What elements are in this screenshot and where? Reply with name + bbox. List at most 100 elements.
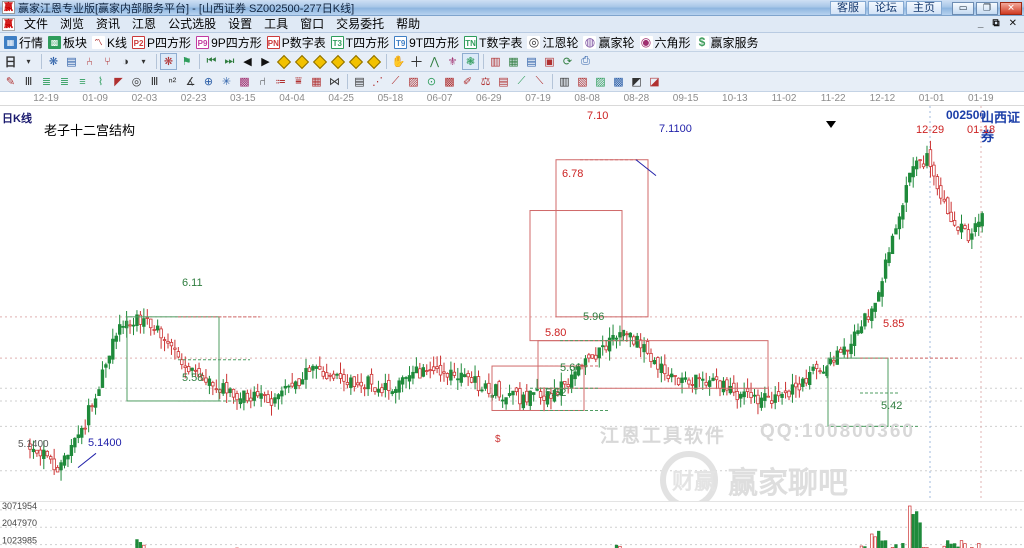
indicator-multi-icon[interactable]: ⑂ xyxy=(104,55,111,68)
calendar-icon[interactable]: ▥ xyxy=(490,56,501,68)
period-day-button[interactable]: 日 xyxy=(4,55,17,69)
toolbar-button-kline[interactable]: 〽 K线 xyxy=(90,33,130,51)
toolbar-button-sectors[interactable]: ▩ 板块 xyxy=(46,33,90,51)
gold-bar-icon[interactable]: ▤ xyxy=(498,76,509,88)
toolbar-button-9t-square[interactable]: T9 9T四方形 xyxy=(392,33,462,51)
refresh-icon[interactable]: ⟳ xyxy=(562,56,573,68)
toolbar-button-t-number-table[interactable]: TN T数字表 xyxy=(462,33,525,51)
mdi-restore-button[interactable]: ⧉ xyxy=(992,18,1000,29)
tool-extra-3-icon[interactable]: ▨ xyxy=(595,76,606,88)
hand-pan-icon[interactable]: ✋ xyxy=(391,56,406,68)
box-tool-icon[interactable]: ▩ xyxy=(239,76,250,88)
next-icon[interactable]: ▶ xyxy=(261,56,270,68)
parallel-lines-icon[interactable]: Ⅲ xyxy=(24,76,33,88)
indicator-add-icon[interactable]: ⑃ xyxy=(86,55,93,68)
menu-item-file[interactable]: 文件 xyxy=(24,17,49,31)
toolbar-button-gann-wheel[interactable]: ◎ 江恩轮 xyxy=(525,33,581,51)
menu-item-settings[interactable]: 设置 xyxy=(228,17,253,31)
notes-icon[interactable]: ▤ xyxy=(526,56,537,68)
menu-item-gann[interactable]: 江恩 xyxy=(132,17,157,31)
tool-extra-5-icon[interactable]: ◩ xyxy=(631,76,642,88)
toolbar-button-p-number-table[interactable]: PN P数字表 xyxy=(265,33,329,51)
level-icon[interactable]: ▨ xyxy=(408,76,419,88)
grid-tool-icon[interactable]: ▦ xyxy=(311,76,322,88)
first-page-icon[interactable]: ⏮ xyxy=(206,55,217,67)
mdi-minimize-button[interactable]: _ xyxy=(977,18,984,29)
diamond-1-icon[interactable] xyxy=(275,53,292,70)
menu-item-news[interactable]: 资讯 xyxy=(96,17,121,31)
star-icon[interactable]: ✳ xyxy=(221,76,232,88)
diamond-2-icon[interactable] xyxy=(293,53,310,70)
period-dropdown-icon[interactable]: ▾ xyxy=(26,57,31,66)
gann-fan-icon[interactable]: ≣ xyxy=(41,76,52,88)
diamond-4-icon[interactable] xyxy=(329,53,346,70)
print-icon[interactable]: ⎙ xyxy=(581,55,590,67)
menu-item-formula[interactable]: 公式选股 xyxy=(168,17,217,31)
minimize-button[interactable]: ▭ xyxy=(952,1,974,15)
volume-chart-canvas[interactable]: 3071954 2047970 1023985 xyxy=(0,501,1024,548)
tool-extra-6-icon[interactable]: ◪ xyxy=(649,76,660,88)
toolbar-button-9p-square[interactable]: P9 9P四方形 xyxy=(194,33,265,51)
menu-item-trade[interactable]: 交易委托 xyxy=(336,17,385,31)
toolbar-button-quotes[interactable]: ▦ 行情 xyxy=(2,33,46,51)
kline-chart-canvas[interactable]: 日K线 老子十二宫结构 002500 山西证券 $ 江恩工具软件 QQ:1008… xyxy=(0,106,1024,501)
balance-icon[interactable]: ⚖ xyxy=(480,76,491,88)
tool-extra-1-icon[interactable]: ▥ xyxy=(559,76,570,88)
pen-red-icon[interactable]: ✐ xyxy=(462,76,473,88)
slope-down-icon[interactable]: ⟍ xyxy=(535,75,544,87)
diamond-5-icon[interactable] xyxy=(347,53,364,70)
polyline-icon[interactable]: ⋀ xyxy=(429,56,440,68)
toolbar-button-hexagon[interactable]: ◉ 六角形 xyxy=(638,33,694,51)
gann-grid-icon[interactable]: ≣ xyxy=(59,76,70,88)
mdi-close-button[interactable]: ✕ xyxy=(1008,18,1017,29)
percent-retrace-icon[interactable]: ≡ xyxy=(79,75,86,88)
pen-tool-icon[interactable]: ✎ xyxy=(5,76,16,88)
menu-item-window[interactable]: 窗口 xyxy=(300,17,325,31)
target-icon[interactable]: ⊕ xyxy=(203,76,214,88)
square-root-icon[interactable]: ⁿ² xyxy=(168,75,177,88)
cycle-icon[interactable]: ⌇ xyxy=(97,76,104,88)
diamond-6-icon[interactable] xyxy=(365,53,382,70)
tool-extra-4-icon[interactable]: ▩ xyxy=(613,76,624,88)
flag-icon[interactable]: ⚑ xyxy=(181,56,192,68)
close-button[interactable]: ✕ xyxy=(1000,1,1022,15)
brain-icon[interactable]: ❃ xyxy=(462,53,479,70)
fan-icon[interactable]: ⚜ xyxy=(447,56,458,68)
menu-item-help[interactable]: 帮助 xyxy=(396,17,421,31)
forum-link[interactable]: 论坛 xyxy=(868,1,904,15)
toolbar-button-p-square[interactable]: P2 P四方形 xyxy=(130,33,194,51)
fib-fan-icon[interactable]: ⩸ xyxy=(295,75,302,87)
zigzag-icon[interactable]: ⋈ xyxy=(329,76,340,88)
fan-red-icon[interactable]: ⋰ xyxy=(372,76,383,88)
prev-icon[interactable]: ◀ xyxy=(243,56,252,68)
maximize-button[interactable]: ❐ xyxy=(976,1,998,15)
tool-extra-2-icon[interactable]: ▧ xyxy=(577,76,588,88)
slope-up-icon[interactable]: ⟋ xyxy=(517,75,526,87)
channel-icon[interactable]: ⩴ xyxy=(275,75,286,87)
gold-circle-icon[interactable]: ⊙ xyxy=(426,76,437,88)
percent-tool-icon[interactable]: ⟋ xyxy=(391,75,400,87)
homepage-link[interactable]: 主页 xyxy=(906,1,942,15)
last-page-icon[interactable]: ⏭ xyxy=(224,55,235,67)
calculator-icon[interactable]: ▦ xyxy=(508,56,519,68)
add-plus-icon[interactable]: ＋ xyxy=(409,53,424,70)
toolbar-button-winner-wheel[interactable]: ◍ 赢家轮 xyxy=(581,33,637,51)
customer-service-link[interactable]: 客服 xyxy=(830,1,866,15)
speed-lines-icon[interactable]: ◤ xyxy=(114,76,123,88)
gold-level-icon[interactable]: ▩ xyxy=(444,76,455,88)
overlay-compare-icon[interactable]: ❋ xyxy=(48,56,59,68)
wave-icon[interactable]: ⑁ xyxy=(259,75,266,88)
report-icon[interactable]: ▤ xyxy=(66,56,77,68)
toolbar-button-winner-service[interactable]: $ 赢家服务 xyxy=(694,33,762,51)
crosshair-icon[interactable]: ❋ xyxy=(160,53,177,70)
measure-dropdown-icon[interactable]: ▾ xyxy=(141,57,146,66)
toolbar-button-t-square[interactable]: T3 T四方形 xyxy=(329,33,392,51)
fork-tool-icon[interactable]: Ⅲ xyxy=(150,76,159,88)
save-icon[interactable]: ▣ xyxy=(544,56,555,68)
ladder-icon[interactable]: ▤ xyxy=(354,76,365,88)
circle-tool-icon[interactable]: ◎ xyxy=(131,76,142,88)
measure-icon[interactable]: ◑ xyxy=(122,55,129,68)
diamond-3-icon[interactable] xyxy=(311,53,328,70)
menu-item-browse[interactable]: 浏览 xyxy=(60,17,85,31)
menu-item-tools[interactable]: 工具 xyxy=(264,17,289,31)
